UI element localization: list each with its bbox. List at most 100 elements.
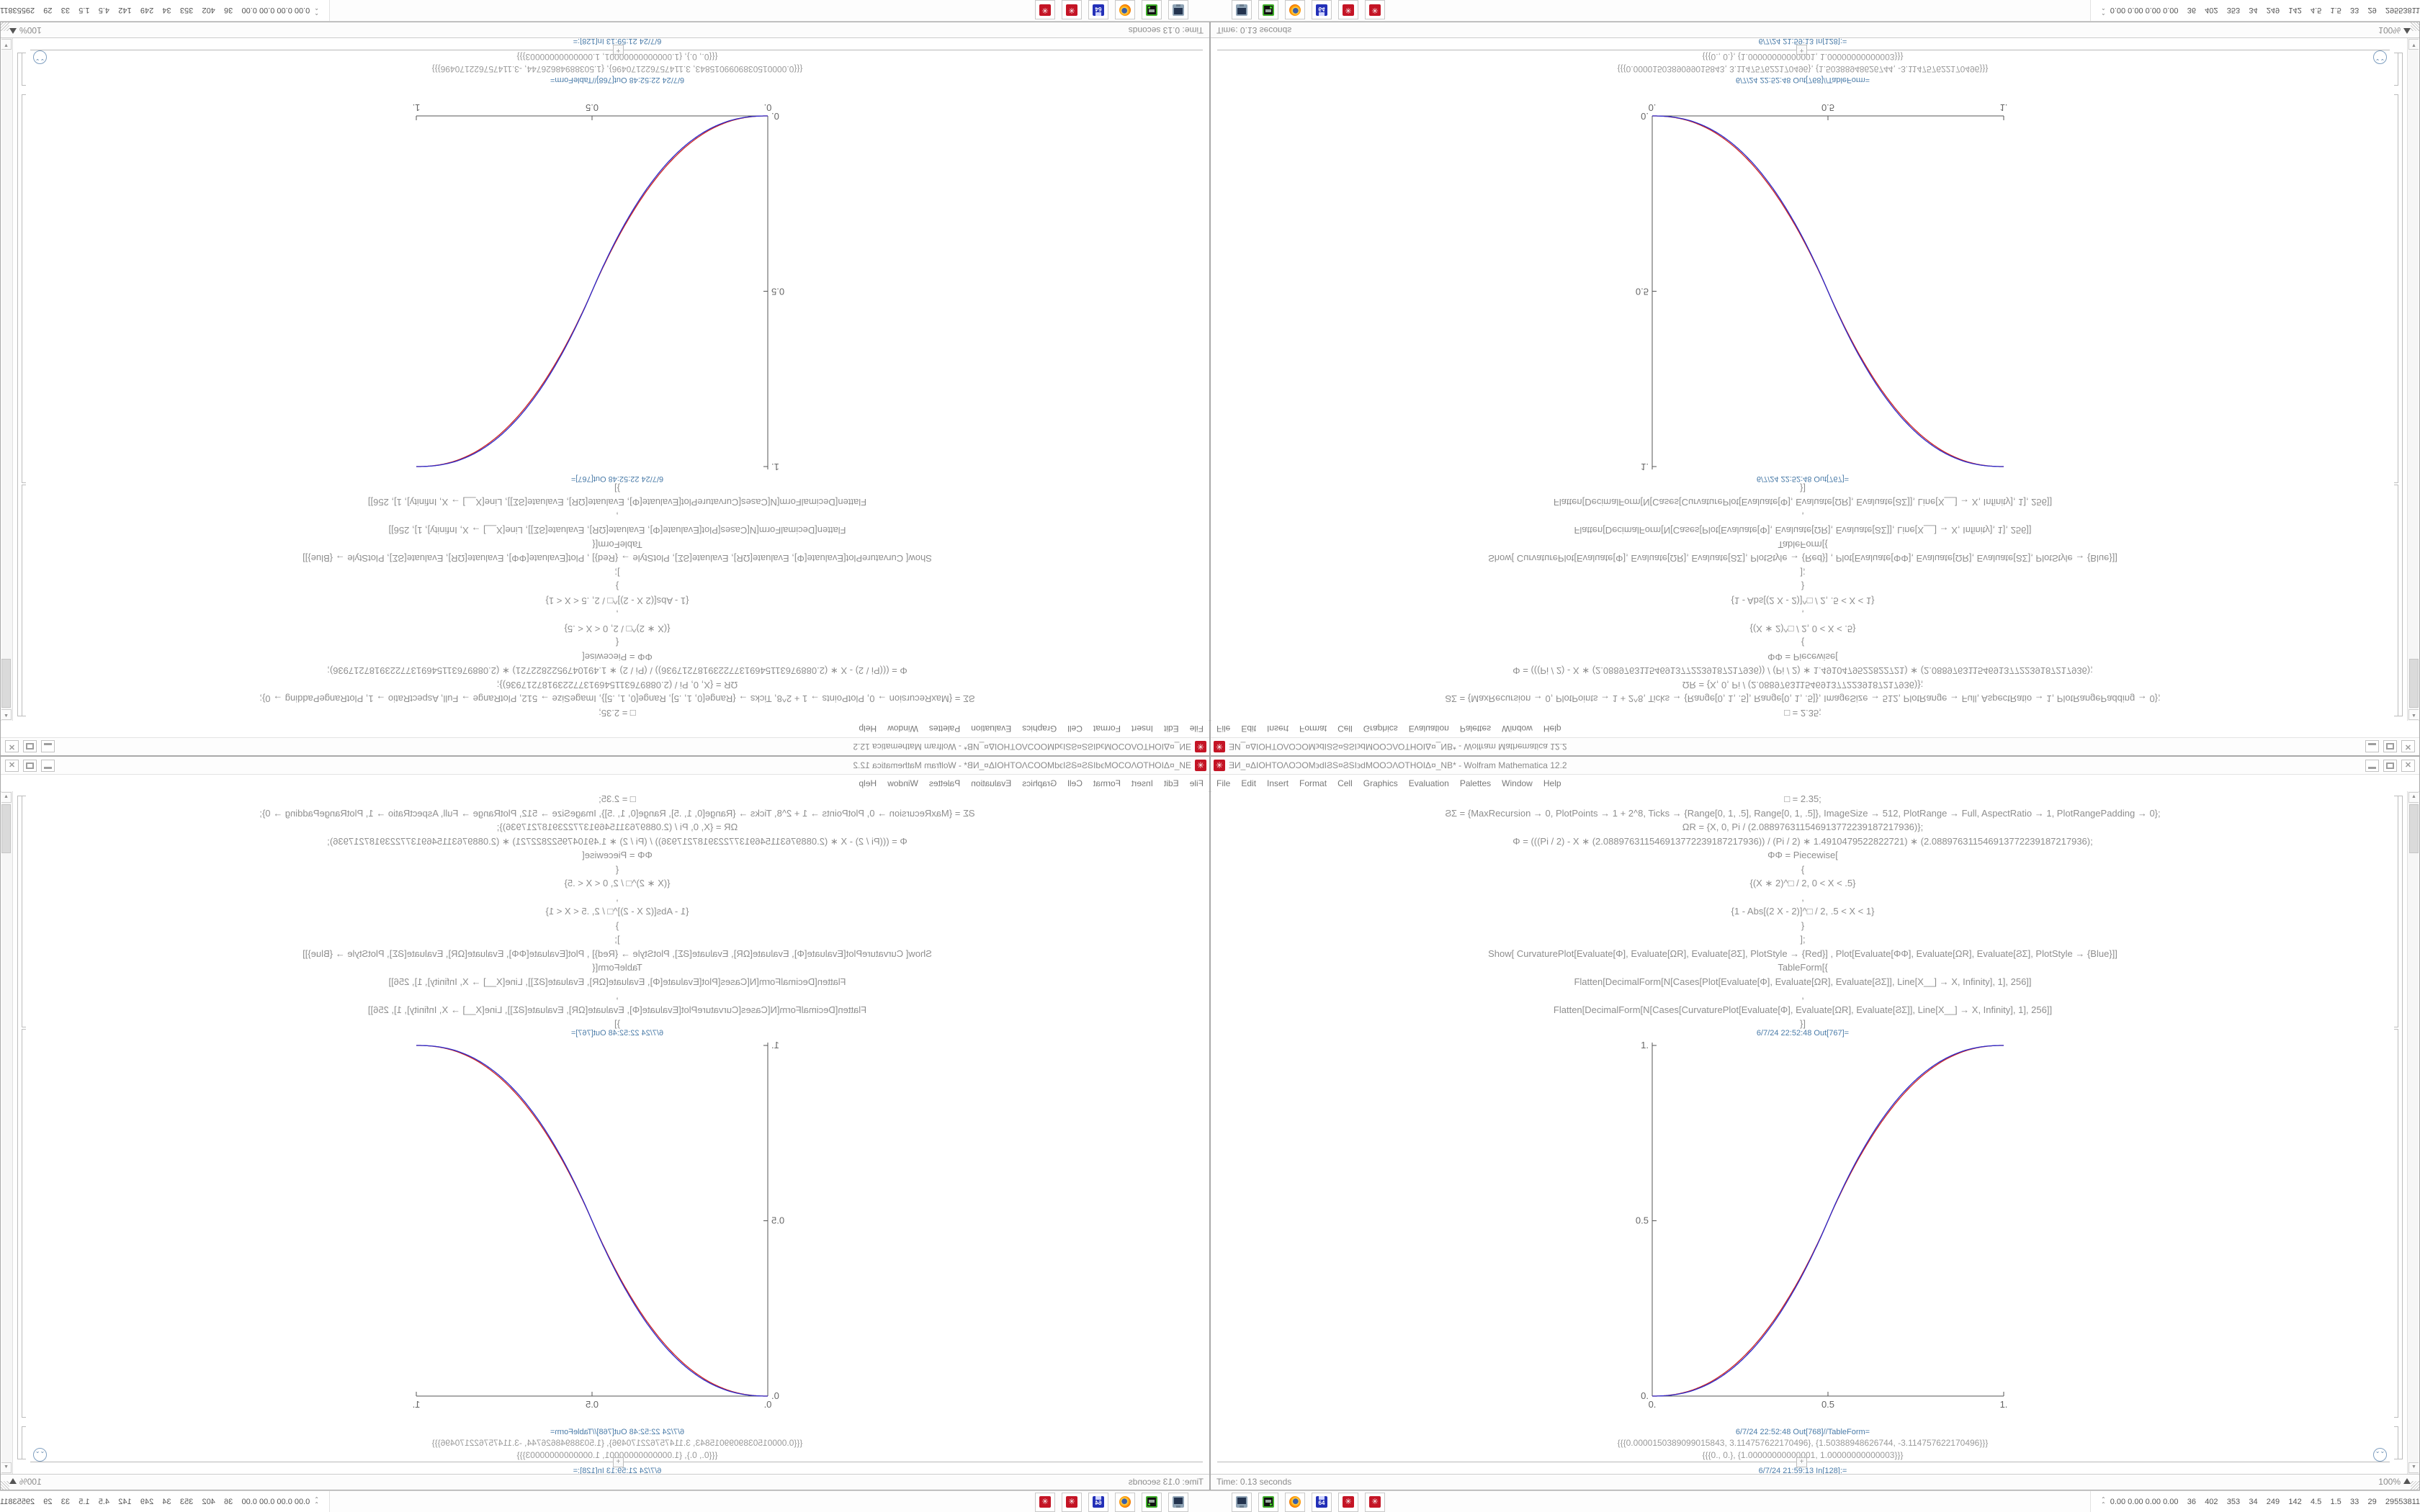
taskbar-item-mathematica-1[interactable]: ✳ [1338, 1492, 1358, 1512]
menu-window[interactable]: Window [887, 724, 918, 734]
zoom-level-control[interactable]: 100% [19, 25, 42, 35]
taskbar-item-mathematica-2[interactable]: ✳ [1365, 1492, 1385, 1512]
maximize-button[interactable] [2383, 740, 2397, 753]
menu-palettes[interactable]: Palettes [1459, 778, 1492, 788]
taskbar-item-floppy64[interactable]: 64 [1312, 0, 1332, 20]
menu-help[interactable]: Help [1543, 724, 1561, 734]
cell-insert-plus-button[interactable]: + [1796, 1457, 1807, 1467]
title-bar[interactable]: ✳ ƎИ_¤ΔΙΟΗΤΟΛΟϽΟΜ϶dΙϨЅ¤ϨЅΙ϶dΜΟΟϽΛΟΤΗΟΙΔ¤… [1, 757, 1209, 775]
scroll-down-arrow-icon[interactable]: ▼ [2408, 1462, 2419, 1473]
title-bar[interactable]: ✳ ƎИ_¤ΔΙΟΗΤΟΛΟϽΟΜ϶dΙϨЅ¤ϨЅΙ϶dΜΟΟϽΛΟΤΗΟΙΔ¤… [1211, 757, 2419, 775]
menu-edit[interactable]: Edit [1241, 724, 1257, 734]
scrollbar-thumb[interactable] [1, 804, 11, 853]
cell-insert-plus-button[interactable]: + [1796, 45, 1807, 55]
table-cell-bracket[interactable] [22, 53, 26, 86]
scroll-up-arrow-icon[interactable]: ▲ [1, 792, 12, 803]
menu-file[interactable]: File [1216, 778, 1231, 788]
window-resize-grip[interactable] [2411, 1481, 2419, 1490]
cell-group-bracket[interactable] [2398, 53, 2403, 716]
menu-palettes[interactable]: Palettes [928, 778, 961, 788]
menu-graphics[interactable]: Graphics [1363, 724, 1398, 734]
window-resize-grip[interactable] [1, 22, 9, 31]
zoom-menu-arrow-icon[interactable] [9, 28, 17, 34]
minimize-button[interactable] [2365, 740, 2379, 753]
zoom-level-control[interactable]: 100% [2378, 1477, 2401, 1487]
title-bar[interactable]: ✳ ƎИ_¤ΔΙΟΗΤΟΛΟϽΟΜ϶dΙϨЅ¤ϨЅΙ϶dΜΟΟϽΛΟΤΗΟΙΔ¤… [1211, 737, 2419, 755]
menu-window[interactable]: Window [1502, 724, 1533, 734]
cell-insert-plus-button[interactable]: + [613, 1457, 624, 1467]
scroll-down-arrow-icon[interactable]: ▼ [1, 1462, 12, 1473]
table-cell-bracket[interactable] [2394, 1426, 2398, 1459]
menu-graphics[interactable]: Graphics [1022, 724, 1057, 734]
window-resize-grip[interactable] [2411, 22, 2419, 31]
scroll-to-end-assistant-icon[interactable]: ⌄⌄ [2373, 50, 2387, 64]
menu-evaluation[interactable]: Evaluation [1408, 778, 1449, 788]
menu-help[interactable]: Help [859, 724, 877, 734]
zoom-menu-arrow-icon[interactable] [2403, 28, 2411, 34]
menu-insert[interactable]: Insert [1131, 778, 1153, 788]
minimize-button[interactable] [2365, 759, 2379, 772]
menu-cell[interactable]: Cell [1337, 724, 1353, 734]
menu-graphics[interactable]: Graphics [1363, 778, 1398, 788]
code-cell-bracket[interactable] [22, 485, 26, 716]
close-button[interactable]: ✕ [5, 740, 19, 753]
input-code-cell[interactable]: □ = 2.35; ϨΣ = {MaxRecursion → 0, PlotPo… [33, 792, 1201, 1031]
vertical-scrollbar[interactable]: ▲ ▼ [2407, 791, 2419, 1474]
taskbar-item-mathematica-1[interactable]: ✳ [1338, 0, 1358, 20]
minimize-button[interactable] [41, 759, 55, 772]
scrollbar-thumb[interactable] [1, 659, 11, 708]
code-cell-bracket[interactable] [2394, 485, 2398, 716]
taskbar-item-disk[interactable] [1142, 0, 1162, 20]
menu-edit[interactable]: Edit [1241, 778, 1257, 788]
zoom-menu-arrow-icon[interactable] [9, 1478, 17, 1484]
menu-insert[interactable]: Insert [1267, 724, 1289, 734]
menu-format[interactable]: Format [1093, 724, 1121, 734]
scroll-to-end-assistant-icon[interactable]: ⌄⌄ [2373, 1448, 2387, 1462]
cell-insert-plus-button[interactable]: + [613, 45, 624, 55]
menu-edit[interactable]: Edit [1163, 724, 1179, 734]
plot-cell-bracket[interactable] [2394, 94, 2398, 483]
menu-file[interactable]: File [1216, 724, 1231, 734]
menu-evaluation[interactable]: Evaluation [1408, 724, 1449, 734]
vertical-scrollbar[interactable]: ▲ ▼ [1, 791, 13, 1474]
taskbar-item-floppy64[interactable]: 64 [1312, 1492, 1332, 1512]
scroll-down-arrow-icon[interactable]: ▼ [1, 39, 12, 50]
taskbar-item-firefox[interactable] [1115, 0, 1135, 20]
code-cell-bracket[interactable] [22, 796, 26, 1027]
maximize-button[interactable] [2383, 759, 2397, 772]
scroll-up-arrow-icon[interactable]: ▲ [2408, 709, 2419, 720]
close-button[interactable]: ✕ [2401, 759, 2415, 772]
zoom-level-control[interactable]: 100% [19, 1477, 42, 1487]
menu-help[interactable]: Help [859, 778, 877, 788]
zoom-level-control[interactable]: 100% [2378, 25, 2401, 35]
menu-evaluation[interactable]: Evaluation [971, 724, 1012, 734]
taskbar-item-pc[interactable] [1168, 1492, 1188, 1512]
taskbar-item-mathematica-2[interactable]: ✳ [1365, 0, 1385, 20]
taskbar-item-firefox[interactable] [1285, 1492, 1305, 1512]
scrollbar-thumb[interactable] [2409, 804, 2419, 853]
taskbar-item-mathematica-1[interactable]: ✳ [1062, 1492, 1082, 1512]
menu-edit[interactable]: Edit [1163, 778, 1179, 788]
taskbar-item-mathematica-1[interactable]: ✳ [1062, 0, 1082, 20]
tray-expand-chevron-icon[interactable]: ⌃ ⌃ [314, 1495, 319, 1508]
maximize-button[interactable] [23, 740, 37, 753]
scroll-to-end-assistant-icon[interactable]: ⌄⌄ [33, 50, 47, 64]
menu-insert[interactable]: Insert [1131, 724, 1153, 734]
scrollbar-thumb[interactable] [2409, 659, 2419, 708]
menu-cell[interactable]: Cell [1067, 778, 1083, 788]
table-cell-bracket[interactable] [22, 1426, 26, 1459]
tray-expand-chevron-icon[interactable]: ⌃ ⌃ [2101, 4, 2106, 17]
menu-graphics[interactable]: Graphics [1022, 778, 1057, 788]
input-code-cell[interactable]: □ = 2.35; ϨΣ = {MaxRecursion → 0, PlotPo… [33, 482, 1201, 721]
cell-group-bracket[interactable] [2398, 796, 2403, 1459]
menu-format[interactable]: Format [1093, 778, 1121, 788]
input-code-cell[interactable]: □ = 2.35; ϨΣ = {MaxRecursion → 0, PlotPo… [1219, 482, 2387, 721]
menu-format[interactable]: Format [1299, 724, 1327, 734]
menu-window[interactable]: Window [1502, 778, 1533, 788]
scroll-to-end-assistant-icon[interactable]: ⌄⌄ [33, 1448, 47, 1462]
plot-cell-bracket[interactable] [22, 1029, 26, 1418]
tray-expand-chevron-icon[interactable]: ⌃ ⌃ [2101, 1495, 2106, 1508]
scroll-up-arrow-icon[interactable]: ▲ [1, 709, 12, 720]
taskbar-item-disk[interactable] [1258, 1492, 1278, 1512]
scroll-up-arrow-icon[interactable]: ▲ [2408, 792, 2419, 803]
